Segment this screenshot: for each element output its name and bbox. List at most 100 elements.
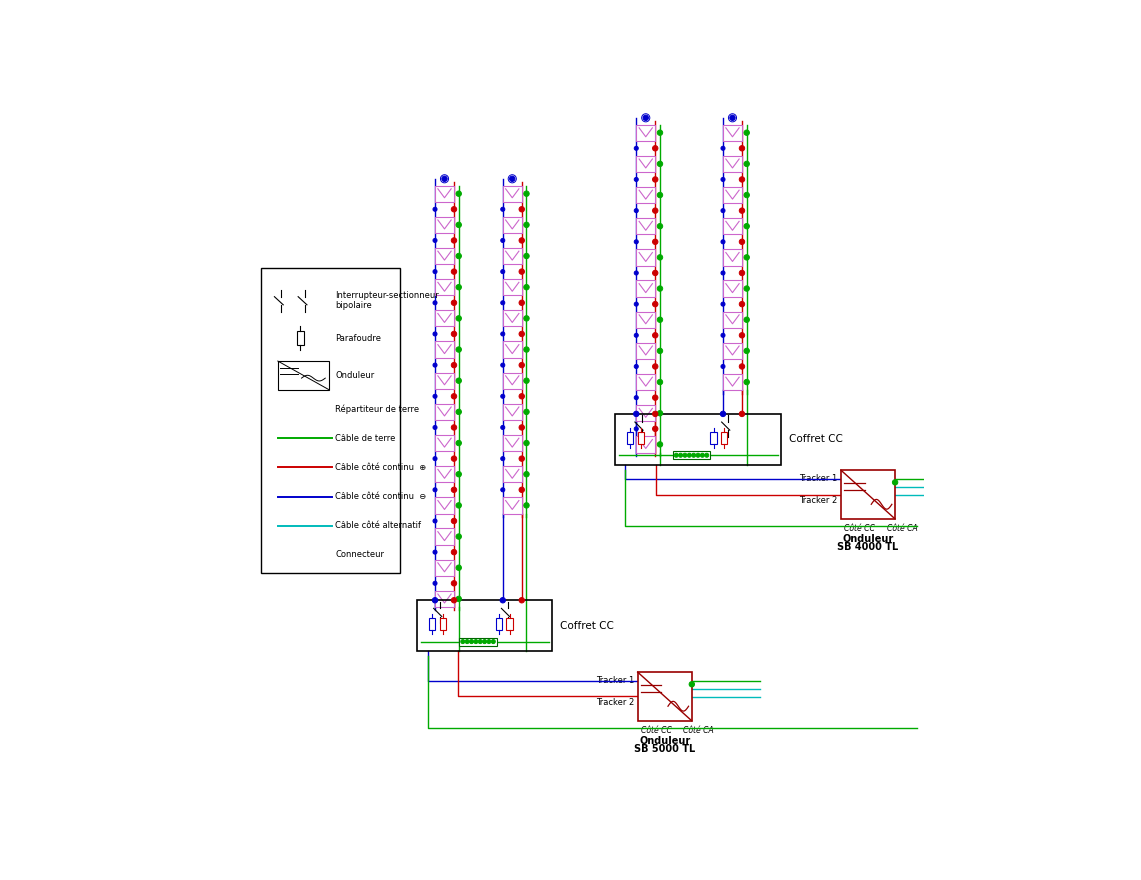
Bar <box>637 343 655 359</box>
Bar <box>435 341 454 357</box>
Circle shape <box>744 317 750 322</box>
Circle shape <box>657 193 663 198</box>
Circle shape <box>744 224 750 229</box>
Circle shape <box>432 598 438 603</box>
Bar <box>723 125 742 141</box>
Circle shape <box>501 332 504 336</box>
Circle shape <box>452 207 456 212</box>
Circle shape <box>683 453 687 458</box>
Text: Coffret CC: Coffret CC <box>560 620 614 631</box>
Text: SB 5000 TL: SB 5000 TL <box>634 744 695 754</box>
Bar <box>637 218 655 234</box>
Circle shape <box>501 457 504 460</box>
Circle shape <box>456 409 461 414</box>
Text: Onduleur: Onduleur <box>842 534 893 544</box>
Circle shape <box>456 378 461 384</box>
Circle shape <box>452 581 456 586</box>
Bar <box>435 528 454 545</box>
Circle shape <box>691 453 696 458</box>
Circle shape <box>452 300 456 305</box>
Circle shape <box>452 456 456 461</box>
Bar <box>723 156 742 172</box>
Circle shape <box>311 407 316 411</box>
Circle shape <box>744 193 750 198</box>
Circle shape <box>501 488 504 492</box>
Circle shape <box>442 176 447 181</box>
Circle shape <box>744 161 750 166</box>
Circle shape <box>456 347 461 352</box>
Circle shape <box>452 549 456 555</box>
Circle shape <box>304 407 307 411</box>
Circle shape <box>432 238 437 243</box>
Circle shape <box>653 145 658 151</box>
Circle shape <box>452 518 456 524</box>
Circle shape <box>657 379 663 385</box>
Circle shape <box>519 598 525 603</box>
Circle shape <box>701 453 704 458</box>
Text: Câble de terre: Câble de terre <box>335 434 396 443</box>
Circle shape <box>519 207 525 212</box>
Circle shape <box>501 394 504 399</box>
Bar <box>637 187 655 203</box>
Bar <box>503 435 521 451</box>
Circle shape <box>653 363 658 370</box>
Circle shape <box>634 146 638 150</box>
Circle shape <box>696 453 701 458</box>
Bar <box>628 432 633 444</box>
Circle shape <box>500 598 505 603</box>
Circle shape <box>452 393 456 399</box>
Circle shape <box>501 363 504 367</box>
Bar <box>723 187 742 203</box>
Circle shape <box>432 394 437 399</box>
Circle shape <box>456 502 461 508</box>
Circle shape <box>432 519 437 523</box>
Bar <box>435 560 454 576</box>
Circle shape <box>474 640 478 643</box>
Circle shape <box>452 598 456 603</box>
Circle shape <box>644 115 648 121</box>
Circle shape <box>456 565 461 570</box>
Circle shape <box>456 253 461 259</box>
Bar <box>711 432 717 444</box>
Circle shape <box>452 488 456 493</box>
Circle shape <box>634 396 638 400</box>
Circle shape <box>653 426 658 431</box>
Circle shape <box>744 286 750 291</box>
Circle shape <box>456 440 461 446</box>
Circle shape <box>452 269 456 275</box>
Circle shape <box>721 209 725 213</box>
Bar <box>638 672 691 721</box>
Circle shape <box>524 284 529 290</box>
Circle shape <box>501 269 504 274</box>
Circle shape <box>501 238 504 243</box>
Bar <box>435 186 454 202</box>
Bar <box>638 432 644 444</box>
Bar <box>673 451 710 459</box>
Bar <box>723 281 742 297</box>
Bar <box>723 218 742 234</box>
Bar <box>503 404 521 420</box>
Circle shape <box>634 302 638 306</box>
Circle shape <box>705 453 709 458</box>
Bar <box>460 637 496 646</box>
Circle shape <box>739 363 745 370</box>
Bar <box>435 216 454 233</box>
Circle shape <box>721 271 725 275</box>
Circle shape <box>466 640 469 643</box>
Circle shape <box>721 178 725 181</box>
Circle shape <box>456 596 461 602</box>
Bar <box>293 405 331 414</box>
Circle shape <box>452 425 456 430</box>
Circle shape <box>456 534 461 539</box>
Circle shape <box>519 331 525 337</box>
Text: Répartiteur de terre: Répartiteur de terre <box>335 405 420 414</box>
Circle shape <box>432 457 437 460</box>
Bar <box>637 436 655 452</box>
Bar <box>503 279 521 296</box>
Text: Câble côté continu  ⊖: Câble côté continu ⊖ <box>335 492 427 501</box>
Bar <box>723 343 742 359</box>
Circle shape <box>744 130 750 136</box>
Bar <box>277 361 329 390</box>
Bar <box>615 414 782 465</box>
Circle shape <box>456 222 461 228</box>
